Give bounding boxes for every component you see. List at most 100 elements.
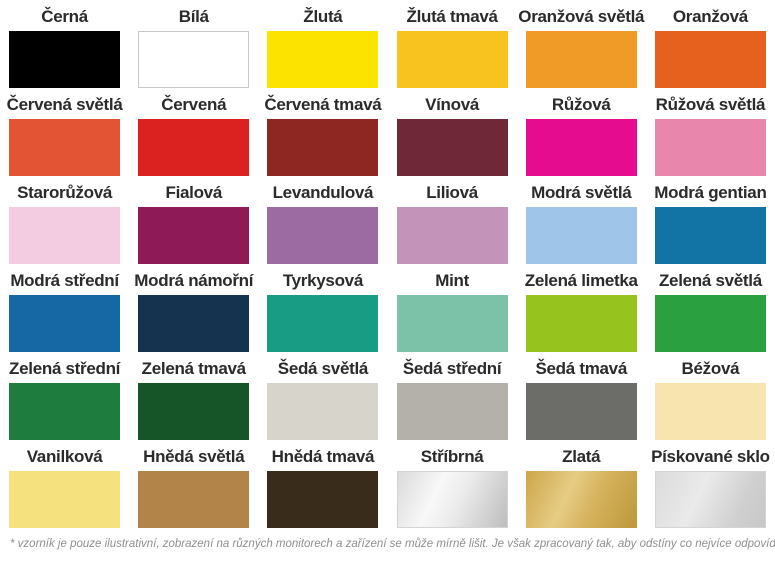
color-name-label: Béžová [681, 359, 740, 378]
color-chip [654, 31, 766, 88]
color-name-label: Černá [41, 7, 88, 26]
color-name-label: Zelená limetka [524, 271, 638, 290]
color-swatch-cell: Modrá světlá [517, 179, 646, 267]
color-swatch-cell: Tyrkysová [258, 267, 387, 355]
color-chip [525, 383, 637, 440]
color-chip [138, 295, 250, 352]
color-name-label: Zelená světlá [658, 271, 762, 290]
color-chip [654, 471, 766, 528]
color-name-label: Modrá gentian [654, 183, 767, 202]
color-chip [396, 119, 508, 176]
color-chip [138, 31, 250, 88]
color-chip [9, 295, 121, 352]
color-swatch-cell: Růžová [517, 91, 646, 179]
color-name-label: Šedá tmavá [535, 359, 627, 378]
color-name-label: Vínová [425, 95, 480, 114]
color-swatch-cell: Hnědá tmavá [258, 443, 387, 531]
color-chip [267, 383, 379, 440]
color-name-label: Modrá světlá [531, 183, 632, 202]
color-name-label: Tyrkysová [282, 271, 363, 290]
color-name-label: Šedá střední [402, 359, 502, 378]
color-chip [267, 295, 379, 352]
color-name-label: Levandulová [272, 183, 374, 202]
color-name-label: Zlatá [562, 447, 601, 466]
color-swatch-cell: Zelená střední [0, 355, 129, 443]
color-swatch-cell: Vínová [388, 91, 517, 179]
color-name-label: Fialová [165, 183, 223, 202]
color-swatch-cell: Červená [129, 91, 258, 179]
color-swatch-cell: Starorůžová [0, 179, 129, 267]
color-chip [267, 31, 379, 88]
color-name-label: Stříbrná [420, 447, 484, 466]
color-name-label: Modrá námořní [134, 271, 254, 290]
color-name-label: Šedá světlá [277, 359, 369, 378]
color-swatch-cell: Šedá střední [388, 355, 517, 443]
color-chip [9, 471, 121, 528]
color-name-label: Oranžová světlá [518, 7, 645, 26]
color-chip [525, 119, 637, 176]
color-swatch-cell: Černá [0, 3, 129, 91]
color-name-label: Žlutá [303, 7, 343, 26]
color-swatch-cell: Červená tmavá [258, 91, 387, 179]
color-chip [525, 471, 637, 528]
color-chip [396, 383, 508, 440]
color-swatch-cell: Oranžová [646, 3, 775, 91]
color-name-label: Pískované sklo [651, 447, 770, 466]
color-swatch-cell: Šedá tmavá [517, 355, 646, 443]
color-chip [654, 207, 766, 264]
color-name-label: Růžová [551, 95, 611, 114]
disclaimer-footnote: * vzorník je pouze ilustrativní, zobraze… [10, 538, 775, 550]
color-name-label: Zelená střední [9, 359, 121, 378]
color-swatch-cell: Žlutá tmavá [388, 3, 517, 91]
color-swatch-cell: Žlutá [258, 3, 387, 91]
color-chip [9, 119, 121, 176]
color-chip [654, 383, 766, 440]
color-name-label: Hnědá světlá [143, 447, 245, 466]
color-chip [267, 207, 379, 264]
color-swatch-cell: Liliová [388, 179, 517, 267]
color-swatch-cell: Oranžová světlá [517, 3, 646, 91]
color-swatch-cell: Šedá světlá [258, 355, 387, 443]
color-swatch-cell: Červená světlá [0, 91, 129, 179]
color-chip [138, 383, 250, 440]
color-swatch-cell: Hnědá světlá [129, 443, 258, 531]
color-chip [9, 31, 121, 88]
color-swatch-cell: Zelená světlá [646, 267, 775, 355]
color-swatch-cell: Zelená tmavá [129, 355, 258, 443]
color-chip [138, 471, 250, 528]
color-chip [9, 207, 121, 264]
color-chip [654, 119, 766, 176]
color-swatch-cell: Modrá gentian [646, 179, 775, 267]
color-chip [396, 31, 508, 88]
color-name-label: Vanilková [26, 447, 103, 466]
color-swatch-cell: Modrá střední [0, 267, 129, 355]
color-swatch-page: Černá Bílá Žlutá Žlutá tmavá Oranžová sv… [0, 3, 775, 550]
color-chip [267, 471, 379, 528]
color-grid: Černá Bílá Žlutá Žlutá tmavá Oranžová sv… [0, 3, 775, 531]
color-swatch-cell: Zlatá [517, 443, 646, 531]
color-name-label: Modrá střední [10, 271, 119, 290]
color-swatch-cell: Béžová [646, 355, 775, 443]
color-swatch-cell: Stříbrná [388, 443, 517, 531]
color-swatch-cell: Zelená limetka [517, 267, 646, 355]
color-name-label: Oranžová [672, 7, 748, 26]
color-swatch-cell: Vanilková [0, 443, 129, 531]
color-chip [654, 295, 766, 352]
color-chip [525, 31, 637, 88]
color-name-label: Starorůžová [17, 183, 113, 202]
color-name-label: Zelená tmavá [141, 359, 246, 378]
color-swatch-cell: Bílá [129, 3, 258, 91]
color-swatch-cell: Levandulová [258, 179, 387, 267]
color-swatch-cell: Fialová [129, 179, 258, 267]
color-chip [9, 383, 121, 440]
color-chip [396, 471, 508, 528]
color-name-label: Žlutá tmavá [406, 7, 498, 26]
color-chip [138, 207, 250, 264]
color-name-label: Liliová [426, 183, 478, 202]
color-chip [396, 207, 508, 264]
color-chip [525, 295, 637, 352]
color-swatch-cell: Mint [388, 267, 517, 355]
color-name-label: Růžová světlá [655, 95, 766, 114]
color-name-label: Červená tmavá [264, 95, 382, 114]
color-name-label: Mint [435, 271, 469, 290]
